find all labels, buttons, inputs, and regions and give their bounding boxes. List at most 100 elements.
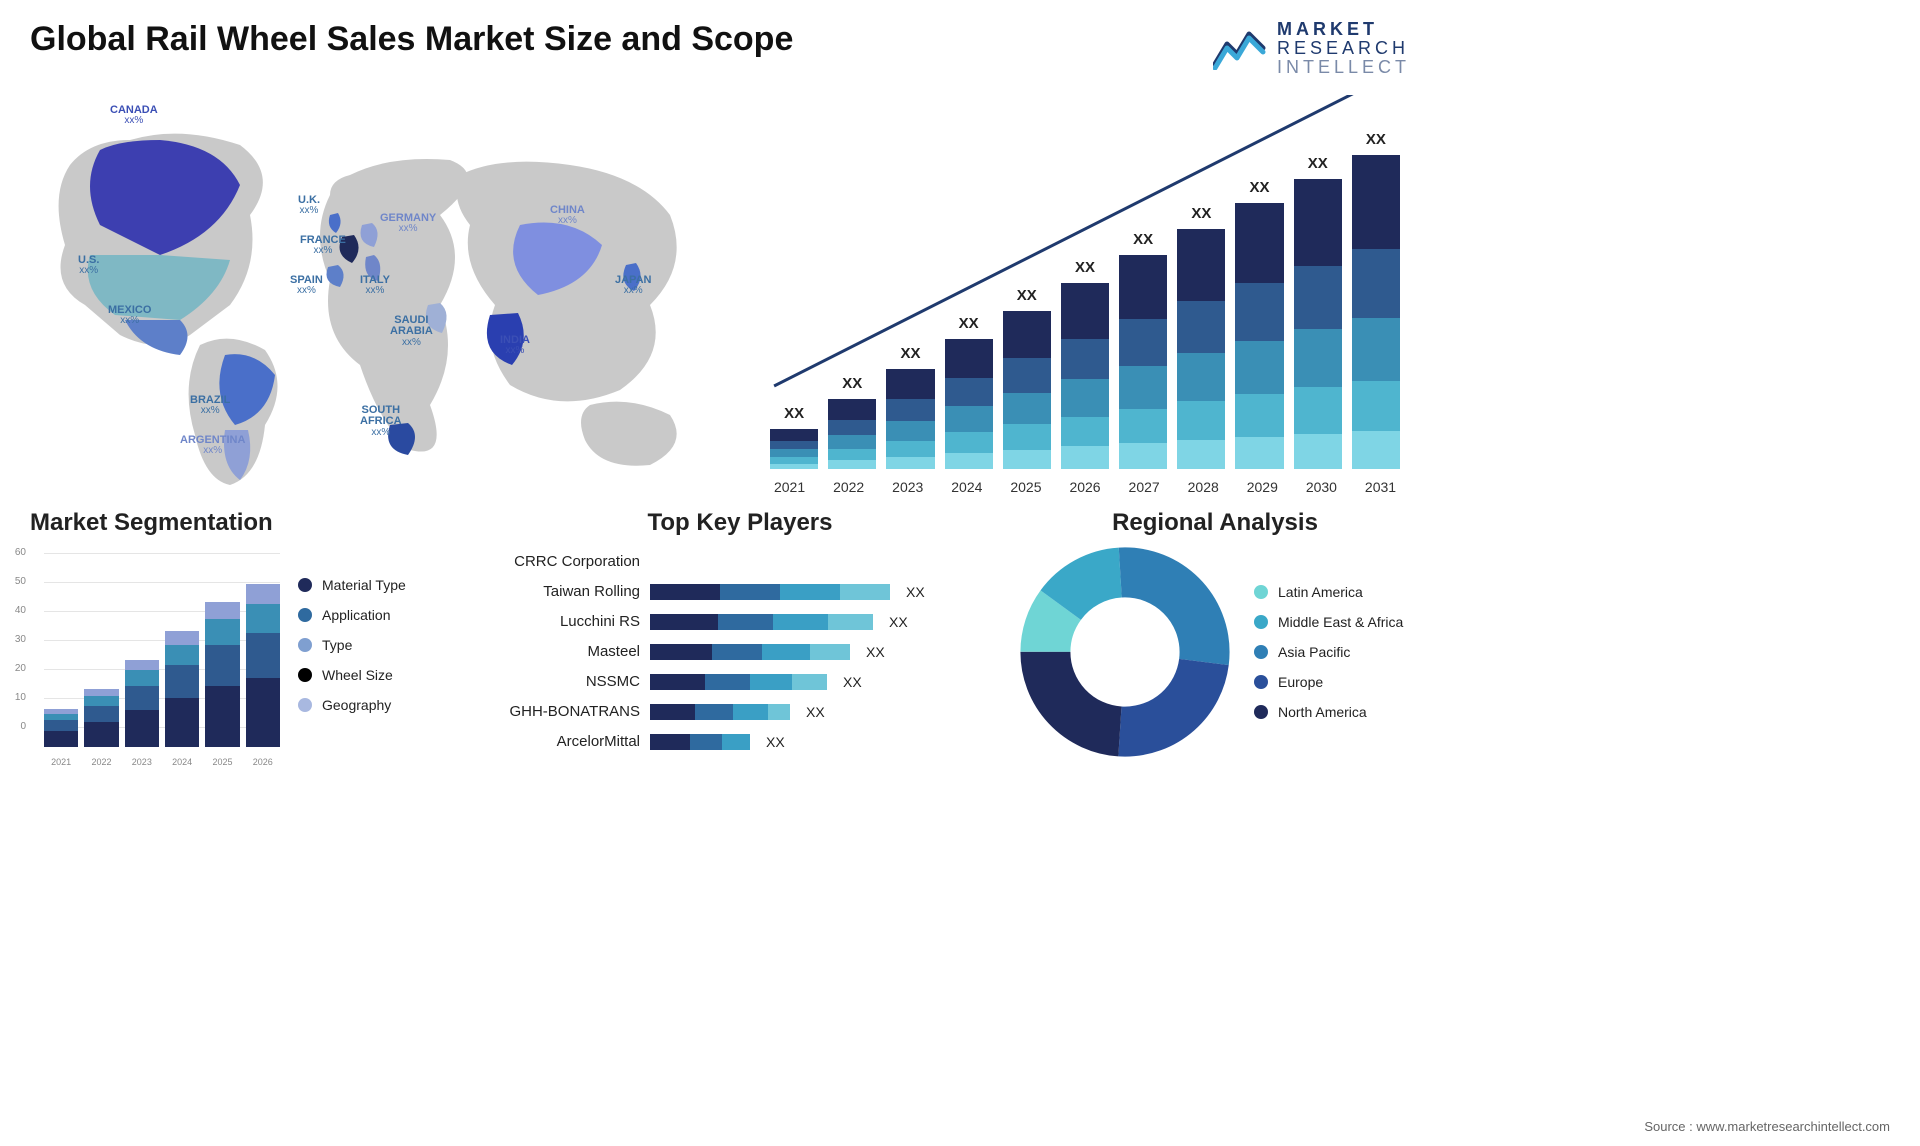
player-value: XX [906,584,925,600]
segmentation-title: Market Segmentation [30,509,460,537]
growth-year-label: 2022 [819,479,878,495]
growth-bar: XX [1294,179,1342,469]
legend-label: Latin America [1278,584,1363,600]
legend-swatch-icon [298,638,312,652]
player-name: Taiwan Rolling [490,583,640,600]
map-label: SPAINxx% [290,275,323,297]
growth-bar: XX [1352,155,1400,469]
seg-bar [44,709,78,747]
growth-year-label: 2029 [1233,479,1292,495]
player-row: GHH-BONATRANSXX [490,697,990,727]
legend-label: Asia Pacific [1278,644,1350,660]
player-value: XX [806,704,825,720]
seg-ytick: 50 [15,576,26,587]
player-row: Taiwan Rolling XX [490,577,990,607]
player-bar [650,734,750,750]
regional-legend-item: North America [1254,704,1403,720]
map-label: BRAZILxx% [190,395,230,417]
growth-bar: XX [828,399,876,469]
legend-swatch-icon [298,578,312,592]
legend-label: Geography [322,697,391,713]
seg-ytick: 20 [15,663,26,674]
regional-legend-item: Europe [1254,674,1403,690]
growth-value-label: XX [945,315,993,332]
legend-label: Application [322,607,391,623]
seg-year-label: 2026 [246,757,280,767]
player-row: Lucchini RS XX [490,607,990,637]
legend-swatch-icon [1254,645,1268,659]
seg-bar [125,660,159,747]
regional-donut [1020,547,1230,757]
growth-bar: XX [1003,311,1051,469]
seg-legend-item: Type [298,637,406,653]
seg-ytick: 60 [15,547,26,558]
segmentation-legend: Material Type Application Type Wheel Size Ge… [298,547,406,767]
map-label: U.S.xx% [78,255,99,277]
segmentation-chart: 0102030405060202120222023202420252026 [30,547,280,767]
map-label: U.K.xx% [298,195,320,217]
player-value: XX [866,644,885,660]
player-name: Masteel [490,643,640,660]
legend-swatch-icon [1254,675,1268,689]
growth-value-label: XX [1003,287,1051,304]
seg-year-label: 2025 [205,757,239,767]
growth-value-label: XX [1294,155,1342,172]
seg-ytick: 10 [15,692,26,703]
legend-swatch-icon [298,698,312,712]
map-label: CHINAxx% [550,205,585,227]
map-label: CANADAxx% [110,105,158,127]
seg-bar [205,602,239,747]
map-label: ITALYxx% [360,275,390,297]
seg-ytick: 0 [20,721,26,732]
growth-year-label: 2030 [1292,479,1351,495]
growth-bar: XX [886,369,934,469]
seg-bar [165,631,199,747]
logo-line2: RESEARCH [1277,39,1410,58]
player-value: XX [889,614,908,630]
growth-bar: XX [770,429,818,469]
growth-value-label: XX [1061,259,1109,276]
world-map: CANADAxx%U.S.xx%MEXICOxx%BRAZILxx%ARGENT… [30,95,730,495]
growth-year-label: 2023 [878,479,937,495]
legend-swatch-icon [298,608,312,622]
regional-legend-item: Middle East & Africa [1254,614,1403,630]
growth-year-label: 2024 [937,479,996,495]
regional-legend-item: Asia Pacific [1254,644,1403,660]
growth-chart: XXXXXXXXXXXXXXXXXXXXXX 20212022202320242… [760,95,1410,495]
player-bar [650,674,827,690]
seg-bar [246,584,280,746]
growth-bar: XX [1235,203,1283,469]
logo-line1: MARKET [1277,20,1410,39]
players-title: Top Key Players [490,509,990,537]
legend-label: Material Type [322,577,406,593]
brand-logo: MARKET RESEARCH INTELLECT [1213,20,1410,77]
seg-legend-item: Wheel Size [298,667,406,683]
growth-bar: XX [1119,255,1167,469]
growth-year-label: 2028 [1174,479,1233,495]
regional-legend: Latin America Middle East & Africa Asia Pa… [1254,584,1403,720]
logo-line3: INTELLECT [1277,58,1410,77]
player-row: ArcelorMittalXX [490,727,990,757]
seg-year-label: 2023 [125,757,159,767]
map-label: SOUTHAFRICAxx% [360,405,402,439]
map-label: SAUDIARABIAxx% [390,315,433,349]
growth-value-label: XX [1119,231,1167,248]
growth-bar: XX [945,339,993,469]
player-bar [650,704,790,720]
player-name: ArcelorMittal [490,733,640,750]
legend-label: Middle East & Africa [1278,614,1403,630]
growth-bar: XX [1177,229,1225,469]
legend-label: Europe [1278,674,1323,690]
growth-value-label: XX [828,375,876,392]
growth-value-label: XX [886,345,934,362]
regional-title: Regional Analysis [1020,509,1410,537]
regional-legend-item: Latin America [1254,584,1403,600]
player-row: NSSMCXX [490,667,990,697]
growth-year-label: 2026 [1055,479,1114,495]
seg-legend-item: Geography [298,697,406,713]
legend-swatch-icon [298,668,312,682]
seg-year-label: 2022 [84,757,118,767]
seg-year-label: 2024 [165,757,199,767]
legend-swatch-icon [1254,585,1268,599]
player-name: Lucchini RS [490,613,640,630]
